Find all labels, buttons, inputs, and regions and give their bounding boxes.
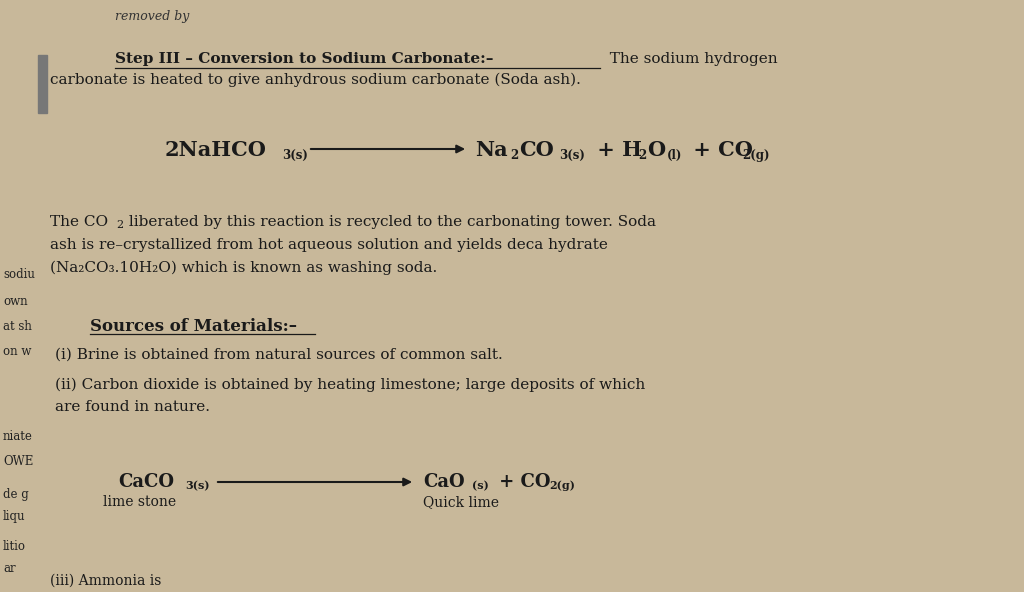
Text: removed by: removed by	[115, 10, 189, 23]
Text: litio: litio	[3, 540, 26, 553]
Text: Step III – Conversion to Sodium Carbonate:–: Step III – Conversion to Sodium Carbonat…	[115, 52, 494, 66]
Text: (s): (s)	[472, 480, 488, 491]
Text: (iii) Ammonia is: (iii) Ammonia is	[50, 574, 162, 588]
Text: 3(s): 3(s)	[559, 149, 585, 162]
Text: + CO: + CO	[493, 473, 551, 491]
Text: (ii) Carbon dioxide is obtained by heating limestone; large deposits of which: (ii) Carbon dioxide is obtained by heati…	[55, 378, 645, 392]
Text: 2: 2	[510, 149, 518, 162]
Text: niate: niate	[3, 430, 33, 443]
Text: (i) Brine is obtained from natural sources of common salt.: (i) Brine is obtained from natural sourc…	[55, 348, 503, 362]
Text: CaO: CaO	[423, 473, 465, 491]
Text: CaCO: CaCO	[118, 473, 174, 491]
Text: 3(s): 3(s)	[185, 480, 210, 491]
Text: The CO: The CO	[50, 215, 109, 229]
Text: 3(s): 3(s)	[282, 149, 308, 162]
Text: Na: Na	[475, 140, 508, 160]
Text: lime stone: lime stone	[103, 495, 176, 509]
Text: Sources of Materials:–: Sources of Materials:–	[90, 318, 297, 335]
Text: 2NaHCO: 2NaHCO	[165, 140, 267, 160]
Text: ash is re–crystallized from hot aqueous solution and yields deca hydrate: ash is re–crystallized from hot aqueous …	[50, 238, 608, 252]
Text: at sh: at sh	[3, 320, 32, 333]
Text: Quick lime: Quick lime	[423, 495, 499, 509]
Text: ar: ar	[3, 562, 15, 575]
Text: (Na₂CO₃.10H₂O) which is known as washing soda.: (Na₂CO₃.10H₂O) which is known as washing…	[50, 261, 437, 275]
Text: on w: on w	[3, 345, 32, 358]
Bar	[38, 55, 47, 113]
Text: own: own	[3, 295, 28, 308]
Text: The sodium hydrogen: The sodium hydrogen	[600, 52, 777, 66]
Text: O: O	[647, 140, 666, 160]
Text: 2: 2	[116, 220, 123, 230]
Text: + H: + H	[590, 140, 642, 160]
Text: de g: de g	[3, 488, 29, 501]
Text: 2: 2	[638, 149, 646, 162]
Text: sodiu: sodiu	[3, 268, 35, 281]
Text: CO: CO	[519, 140, 554, 160]
Text: liqu: liqu	[3, 510, 26, 523]
Text: carbonate is heated to give anhydrous sodium carbonate (Soda ash).: carbonate is heated to give anhydrous so…	[50, 73, 581, 88]
Text: (l): (l)	[667, 149, 682, 162]
Text: 2(g): 2(g)	[549, 480, 574, 491]
Text: are found in nature.: are found in nature.	[55, 400, 210, 414]
Text: OWE: OWE	[3, 455, 34, 468]
Text: 2(g): 2(g)	[742, 149, 769, 162]
Text: liberated by this reaction is recycled to the carbonating tower. Soda: liberated by this reaction is recycled t…	[124, 215, 656, 229]
Text: + CO: + CO	[686, 140, 753, 160]
